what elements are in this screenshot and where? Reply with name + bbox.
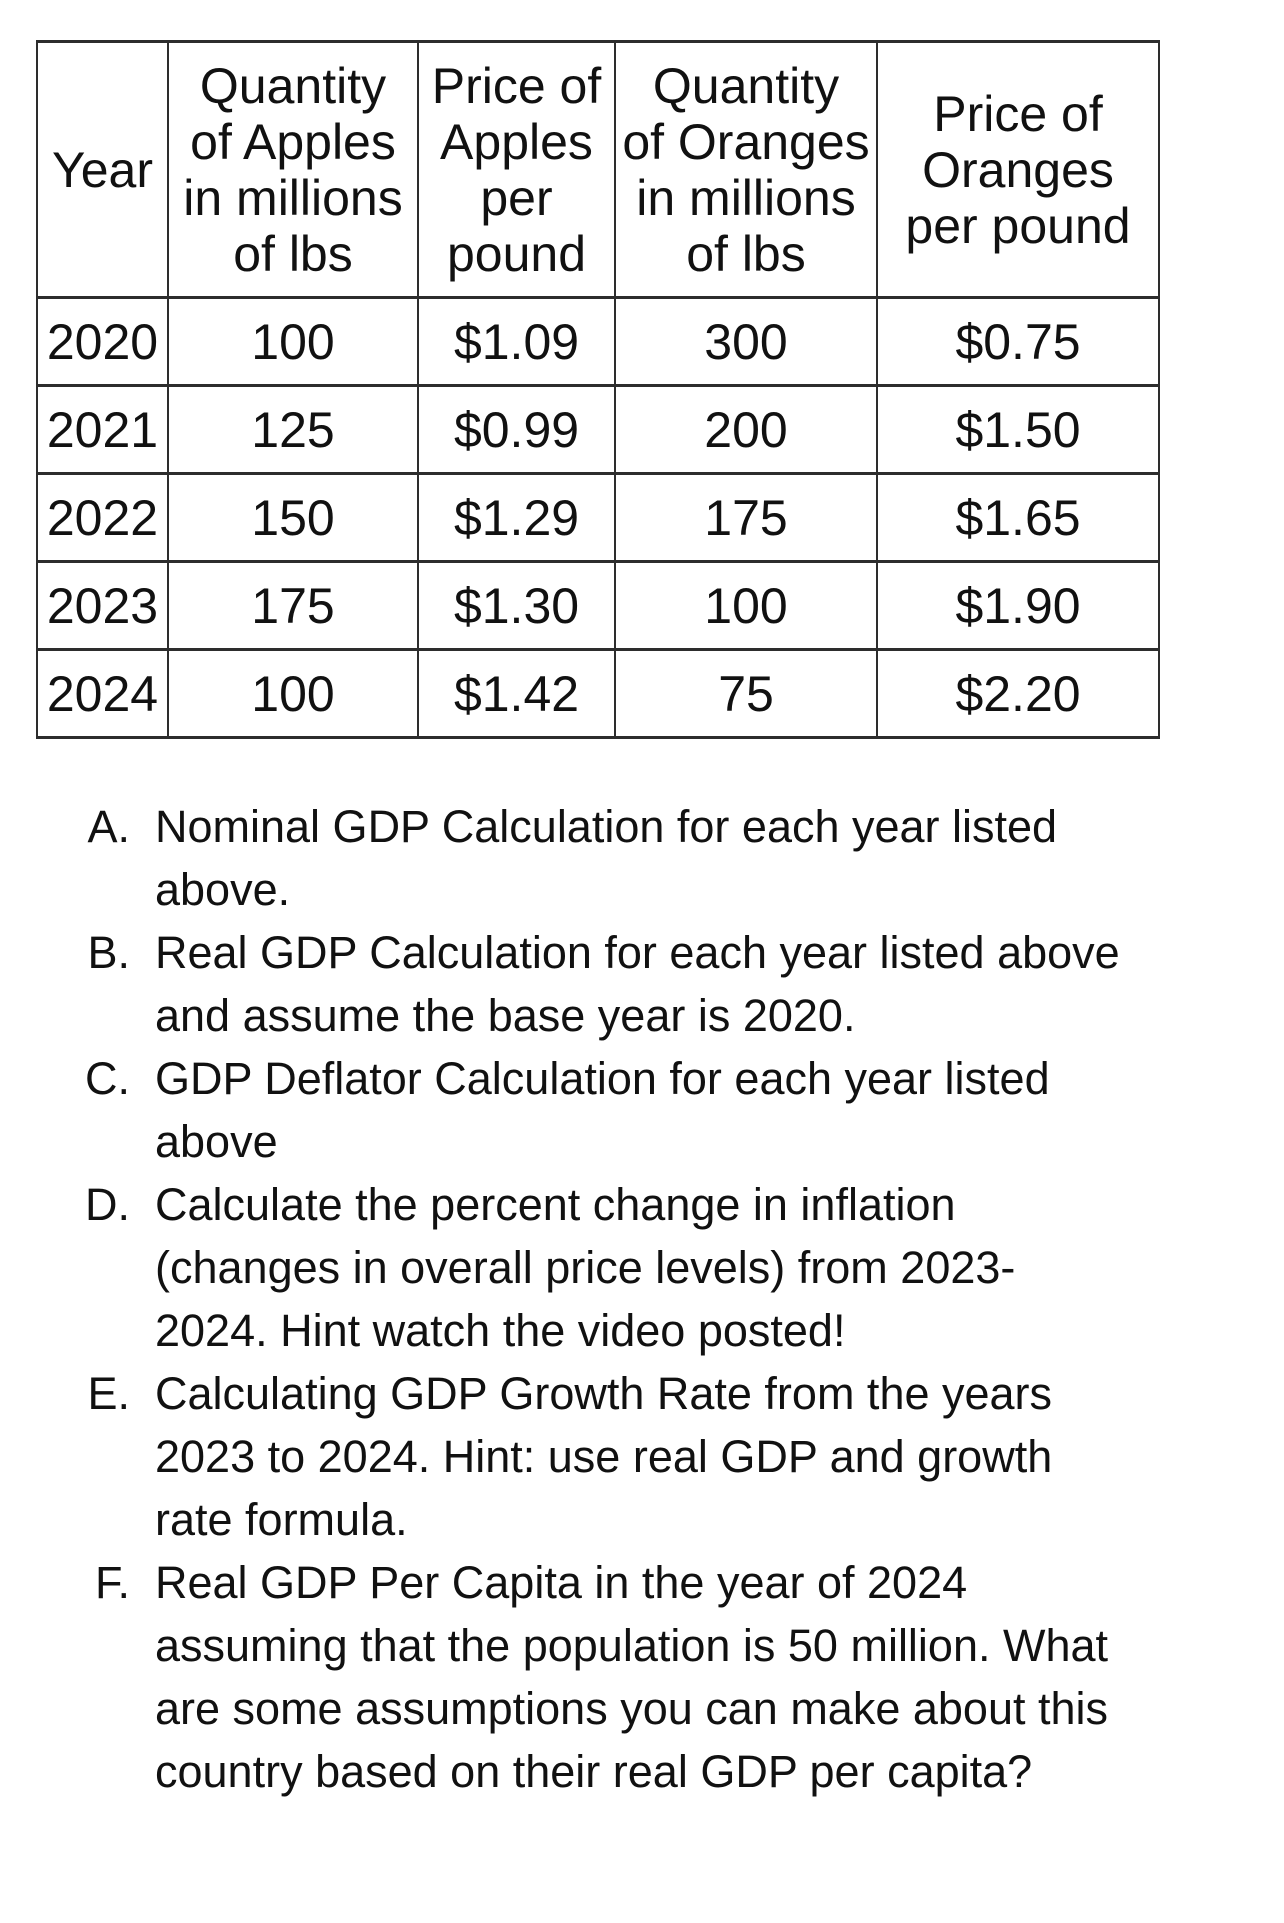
question-item-c: C. GDP Deflator Calculation for each yea… — [0, 1047, 1284, 1173]
column-header-qty-oranges: Quantity of Oranges in millions of lbs — [614, 40, 878, 299]
column-header-year: Year — [36, 40, 169, 299]
cell-price-oranges: $1.50 — [876, 384, 1160, 475]
cell-qty-apples: 100 — [167, 648, 419, 739]
question-text-d: Calculate the percent change in inflatio… — [155, 1179, 1016, 1356]
cell-price-apples: $0.99 — [417, 384, 616, 475]
question-item-a: A. Nominal GDP Calculation for each year… — [0, 795, 1284, 921]
question-text-a: Nominal GDP Calculation for each year li… — [155, 801, 1058, 915]
question-text-c: GDP Deflator Calculation for each year l… — [155, 1053, 1050, 1167]
cell-year: 2020 — [36, 296, 169, 387]
column-header-price-apples: Price of Apples per pound — [417, 40, 616, 299]
table-row-2020: 2020 100 $1.09 300 $0.75 — [36, 296, 1160, 387]
cell-year: 2021 — [36, 384, 169, 475]
table-row-2022: 2022 150 $1.29 175 $1.65 — [36, 472, 1160, 563]
cell-price-oranges: $0.75 — [876, 296, 1160, 387]
table-row-2024: 2024 100 $1.42 75 $2.20 — [36, 648, 1160, 739]
cell-qty-apples: 175 — [167, 560, 419, 651]
table-row-2021: 2021 125 $0.99 200 $1.50 — [36, 384, 1160, 475]
cell-qty-apples: 125 — [167, 384, 419, 475]
question-item-f: F. Real GDP Per Capita in the year of 20… — [0, 1551, 1284, 1803]
cell-qty-oranges: 75 — [614, 648, 878, 739]
cell-price-oranges: $1.65 — [876, 472, 1160, 563]
cell-price-oranges: $2.20 — [876, 648, 1160, 739]
cell-price-apples: $1.30 — [417, 560, 616, 651]
cell-price-apples: $1.29 — [417, 472, 616, 563]
question-text-b: Real GDP Calculation for each year liste… — [155, 927, 1120, 1041]
cell-qty-oranges: 200 — [614, 384, 878, 475]
cell-price-oranges: $1.90 — [876, 560, 1160, 651]
question-item-e: E. Calculating GDP Growth Rate from the … — [0, 1362, 1284, 1551]
table-row-2023: 2023 175 $1.30 100 $1.90 — [36, 560, 1160, 651]
cell-qty-oranges: 175 — [614, 472, 878, 563]
questions-list: A. Nominal GDP Calculation for each year… — [0, 795, 1284, 1803]
cell-year: 2024 — [36, 648, 169, 739]
cell-year: 2023 — [36, 560, 169, 651]
question-text-e: Calculating GDP Growth Rate from the yea… — [155, 1368, 1053, 1545]
column-header-qty-apples: Quantity of Apples in millions of lbs — [167, 40, 419, 299]
question-item-b: B. Real GDP Calculation for each year li… — [0, 921, 1284, 1047]
cell-qty-oranges: 300 — [614, 296, 878, 387]
table-header-row: Year Quantity of Apples in millions of l… — [36, 40, 1160, 299]
question-label-f: F. — [94, 1557, 130, 1608]
column-header-price-oranges: Price of Oranges per pound — [876, 40, 1160, 299]
question-label-c: C. — [85, 1053, 130, 1104]
question-item-d: D. Calculate the percent change in infla… — [0, 1173, 1284, 1362]
question-label-a: A. — [87, 801, 130, 852]
cell-qty-apples: 150 — [167, 472, 419, 563]
question-text-f: Real GDP Per Capita in the year of 2024 … — [155, 1557, 1109, 1797]
question-label-d: D. — [85, 1179, 130, 1230]
cell-price-apples: $1.09 — [417, 296, 616, 387]
cell-price-apples: $1.42 — [417, 648, 616, 739]
gdp-data-table: Year Quantity of Apples in millions of l… — [36, 40, 1160, 739]
worksheet-page: Year Quantity of Apples in millions of l… — [0, 40, 1284, 1923]
cell-qty-oranges: 100 — [614, 560, 878, 651]
cell-year: 2022 — [36, 472, 169, 563]
cell-qty-apples: 100 — [167, 296, 419, 387]
question-label-e: E. — [87, 1368, 130, 1419]
question-label-b: B. — [87, 927, 130, 978]
